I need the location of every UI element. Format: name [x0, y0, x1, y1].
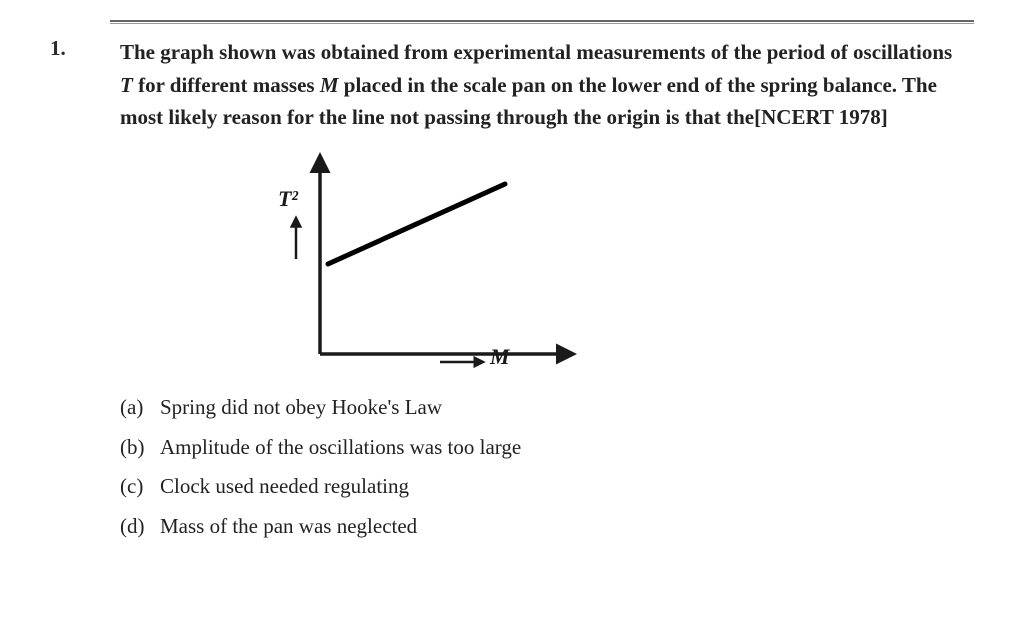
- question-italic1: T: [120, 73, 133, 97]
- option-label: (b): [120, 428, 160, 468]
- question-container: 1. The graph shown was obtained from exp…: [40, 36, 984, 547]
- graph-svg: T² M: [260, 144, 600, 394]
- option-text: Mass of the pan was neglected: [160, 507, 964, 547]
- option-label: (a): [120, 388, 160, 428]
- graph-container: T² M: [260, 144, 600, 394]
- options-list: (a) Spring did not obey Hooke's Law (b) …: [120, 388, 964, 548]
- option-label: (d): [120, 507, 160, 547]
- option-text: Clock used needed regulating: [160, 467, 964, 507]
- question-part2: for different masses: [133, 73, 320, 97]
- option-c: (c) Clock used needed regulating: [120, 467, 964, 507]
- question-italic2: M: [320, 73, 339, 97]
- option-d: (d) Mass of the pan was neglected: [120, 507, 964, 547]
- svg-text:T²: T²: [278, 186, 298, 211]
- question-part1: The graph shown was obtained from experi…: [120, 40, 952, 64]
- question-text: The graph shown was obtained from experi…: [120, 36, 964, 134]
- top-divider: [110, 20, 974, 24]
- question-number: 1.: [40, 36, 120, 61]
- option-b: (b) Amplitude of the oscillations was to…: [120, 428, 964, 468]
- option-label: (c): [120, 467, 160, 507]
- question-body: The graph shown was obtained from experi…: [120, 36, 984, 547]
- svg-text:M: M: [489, 344, 511, 369]
- question-source: [NCERT 1978]: [754, 105, 888, 129]
- option-text: Amplitude of the oscillations was too la…: [160, 428, 964, 468]
